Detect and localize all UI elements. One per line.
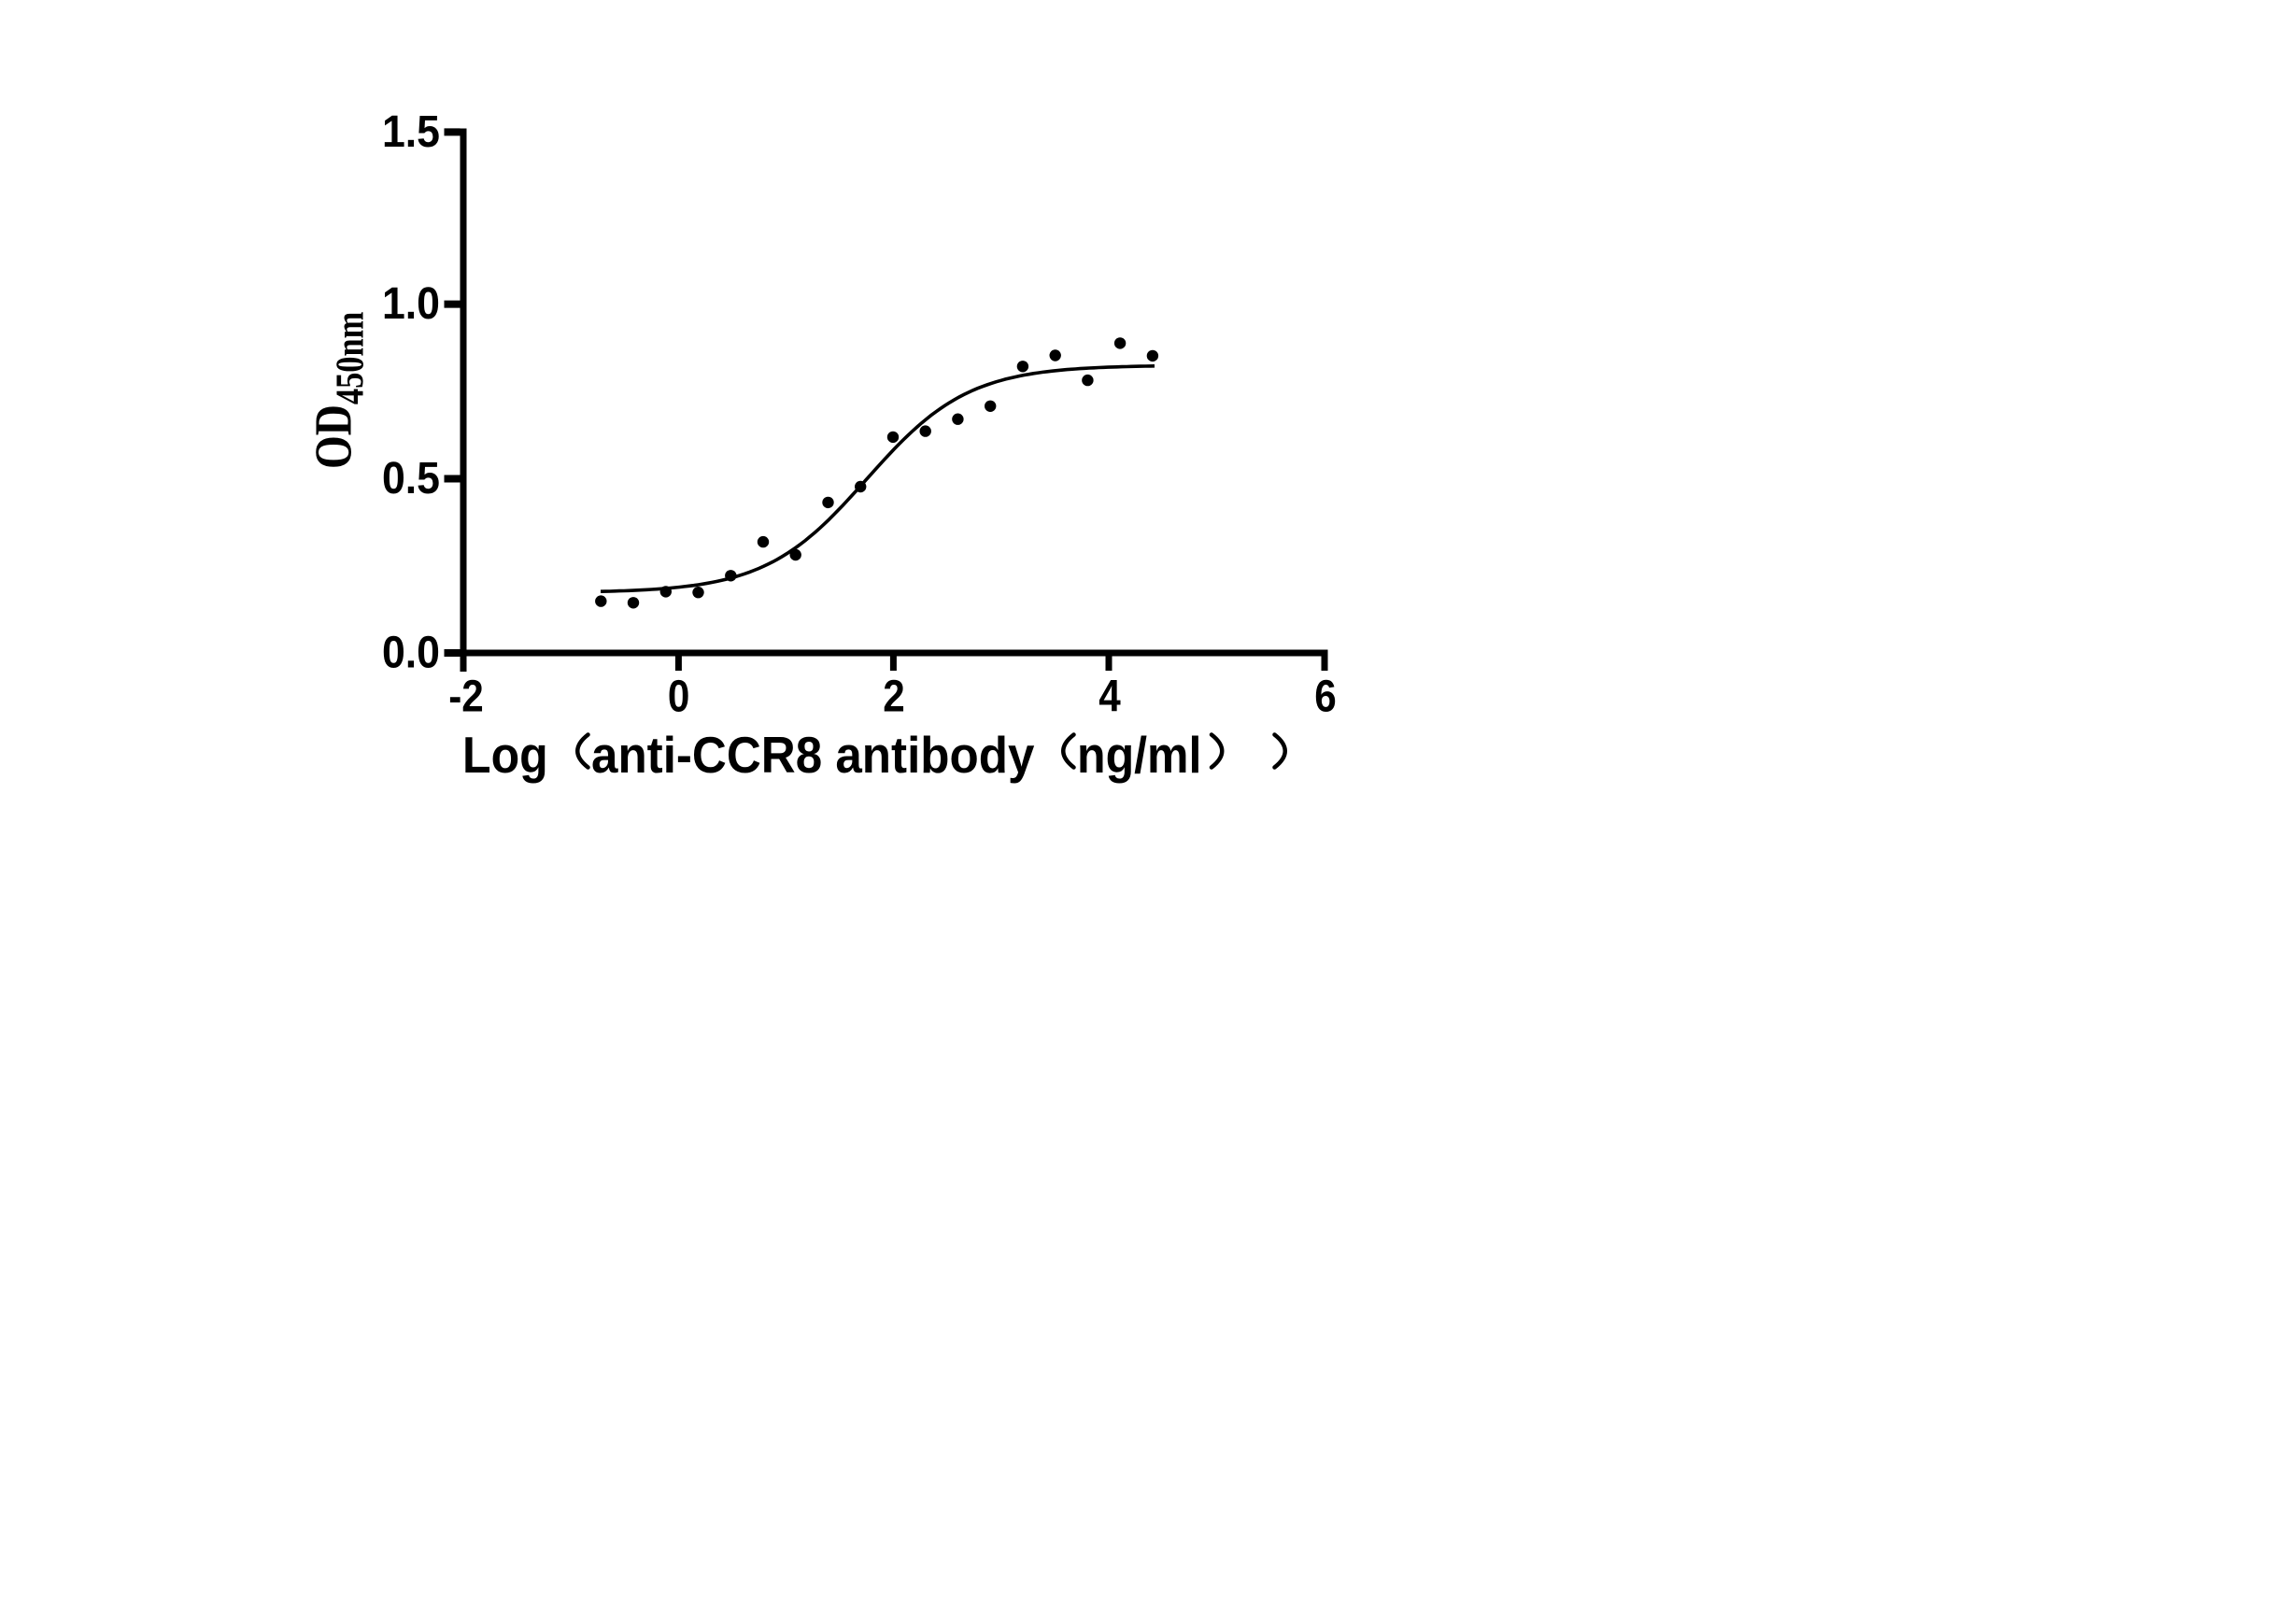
svg-text:2: 2 bbox=[883, 671, 904, 721]
svg-text:0: 0 bbox=[668, 671, 689, 721]
svg-text:1.5: 1.5 bbox=[382, 106, 440, 156]
svg-text:0.0: 0.0 bbox=[382, 627, 440, 677]
svg-text:anti-CCR8 antibody: anti-CCR8 antibody bbox=[591, 727, 1035, 784]
svg-text:1.0: 1.0 bbox=[382, 278, 440, 329]
svg-text:-2: -2 bbox=[448, 671, 484, 721]
svg-text:0.5: 0.5 bbox=[382, 453, 440, 503]
svg-text:4: 4 bbox=[1098, 671, 1120, 721]
svg-text:ng/ml: ng/ml bbox=[1077, 727, 1201, 785]
svg-text:6: 6 bbox=[1314, 671, 1336, 721]
svg-text:Log: Log bbox=[462, 727, 548, 785]
